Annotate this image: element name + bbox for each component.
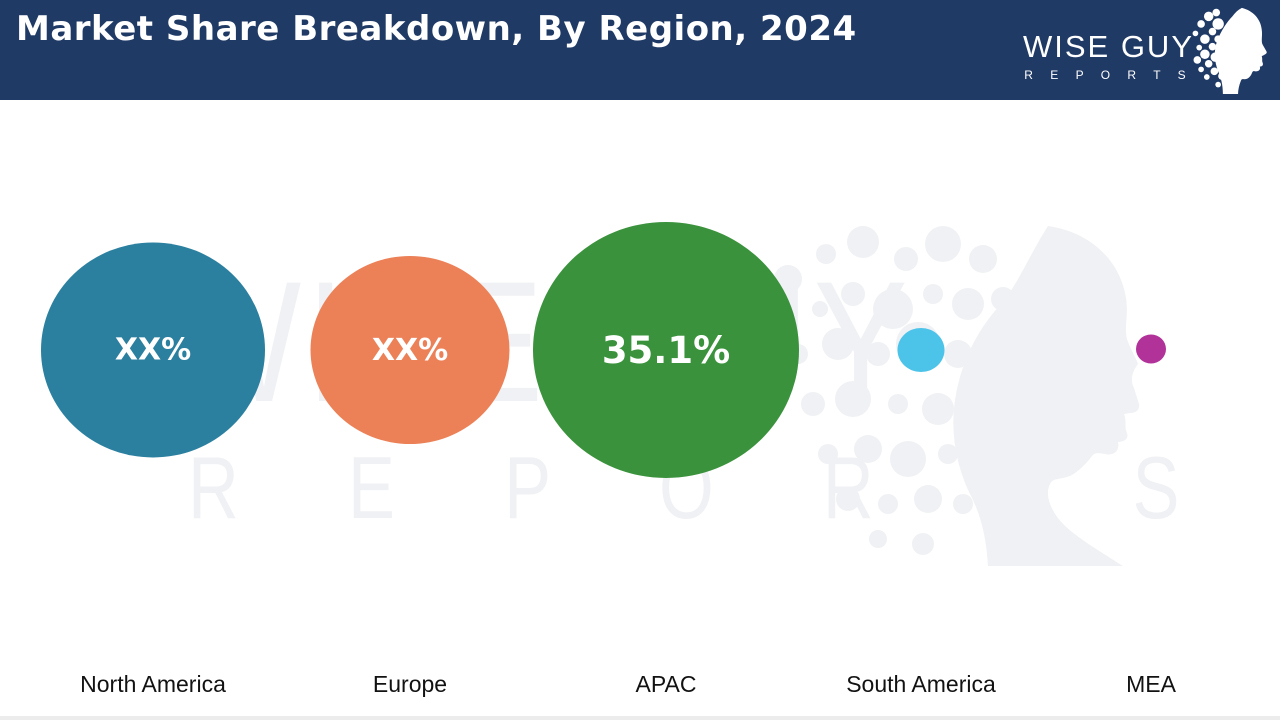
wiseguy-face-icon <box>1188 5 1272 100</box>
bubble-south-america <box>897 328 945 372</box>
bubble-value-label: XX% <box>114 332 192 368</box>
bubble-value-label: XX% <box>371 332 449 368</box>
brand-name: WISE GUY <box>1022 28 1194 64</box>
brand-subtitle: R E P O R T S <box>1024 67 1193 82</box>
wiseguy-face-watermark-icon <box>758 214 1180 571</box>
category-label-south-america: South America <box>846 671 996 697</box>
page-title: Market Share Breakdown, By Region, 2024 <box>16 9 857 49</box>
bubble-value-label: 35.1% <box>601 328 731 372</box>
bubble-europe: XX% <box>310 256 510 444</box>
bubble-north-america: XX% <box>41 242 265 458</box>
bubble-apac: 35.1% <box>533 222 799 478</box>
category-label-mea: MEA <box>1126 671 1176 697</box>
brand-logo: WISE GUY R E P O R T S <box>1023 6 1272 98</box>
header: Market Share Breakdown, By Region, 2024 … <box>0 0 1280 100</box>
category-label-north-america: North America <box>80 671 226 697</box>
bubble-mea <box>1136 334 1166 364</box>
brand-logo-text: WISE GUY R E P O R T S <box>1023 29 1194 82</box>
bottom-strip <box>0 716 1280 720</box>
category-label-europe: Europe <box>372 671 448 697</box>
category-label-apac: APAC <box>635 671 697 697</box>
